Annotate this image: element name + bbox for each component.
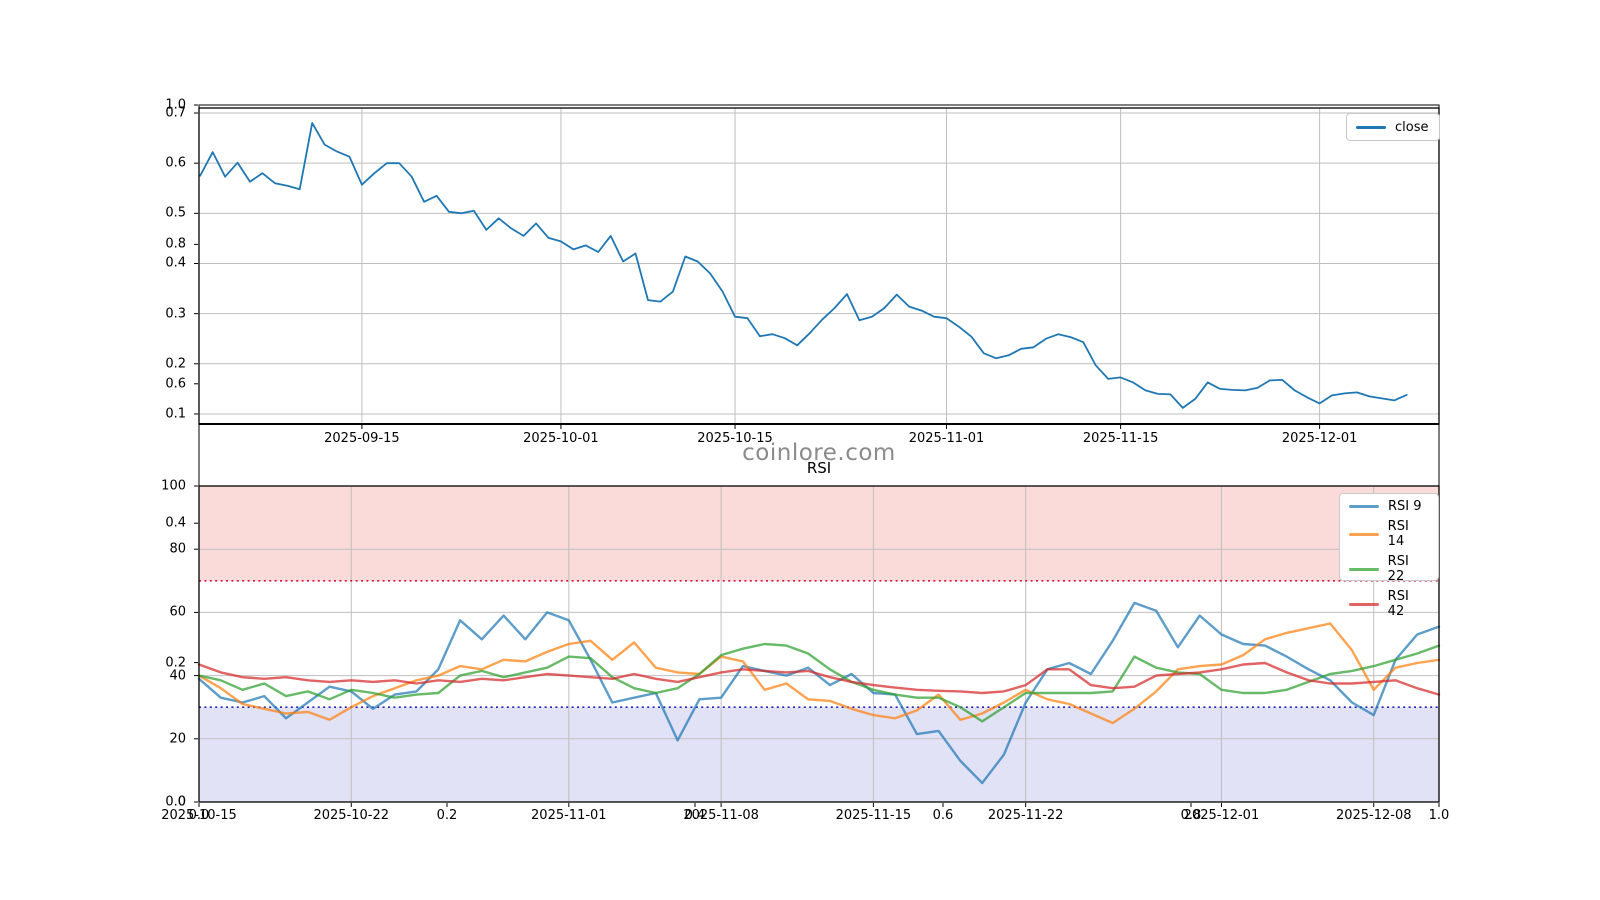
rsi-42-line <box>197 661 1441 696</box>
legend-label-close: close <box>1395 119 1429 135</box>
legend-label-rsi42: RSI 42 <box>1387 589 1409 619</box>
legend-label-rsi22: RSI 22 <box>1387 554 1409 584</box>
rsi-y-tick-label: 40 <box>169 668 186 684</box>
price-x-tick-label: 2025-10-01 <box>523 431 599 446</box>
rsi-x-tick-label: 2025-11-08 <box>683 808 759 823</box>
price-y-tick-label: 0.1 <box>165 406 186 422</box>
price-y-tick-label: 0.2 <box>165 356 186 372</box>
rsi-x-tick-label: 2025-11-22 <box>987 808 1064 823</box>
rsi-y-tick-label: 0 <box>177 794 186 810</box>
price-y-tick-label: 0.7 <box>165 105 186 121</box>
overlay-y-tick-label: 1.0 <box>165 97 186 113</box>
rsi-y-tick-label: 80 <box>169 541 186 557</box>
price-y-tick-label: 0.4 <box>165 255 186 271</box>
overlay-x-tick-label: 0.8 <box>1180 808 1202 823</box>
legend-rsi: RSI 9 RSI 14 RSI 22 RSI 42 <box>1339 493 1439 619</box>
rsi-x-tick-label: 2025-12-01 <box>1183 808 1260 823</box>
rsi-x-tick-label: 2025-11-01 <box>531 808 607 823</box>
rsi-x-tick-label: 2025-10-22 <box>313 808 390 823</box>
rsi-panel-spine <box>198 485 1440 803</box>
legend-entry-rsi22: RSI 22 <box>1349 554 1429 584</box>
overlay-y-tick-label: 0.8 <box>165 236 186 252</box>
watermark: coinlore.com <box>742 440 896 466</box>
legend-label-rsi14: RSI 14 <box>1387 519 1409 549</box>
price-y-tick-label: 0.3 <box>165 306 186 322</box>
price-y-tick-label: 0.5 <box>165 205 186 221</box>
overlay-x-tick-label: 0.2 <box>436 808 458 823</box>
close-line-sample <box>1356 125 1386 129</box>
overlay-y-tick-label: 0.6 <box>165 376 186 392</box>
legend-label-rsi9: RSI 9 <box>1388 499 1422 514</box>
price-x-tick-label: 2025-10-15 <box>697 431 773 446</box>
rsi-x-tick-label: 2025-10-15 <box>161 808 237 823</box>
overlay-x-tick-label: 0.6 <box>932 808 954 823</box>
rsi-x-tick-label: 2025-12-08 <box>1335 808 1412 823</box>
rsi42-line-sample <box>1349 602 1379 606</box>
rsi-y-tick-label: 60 <box>169 604 186 620</box>
rsi-22-line <box>197 642 1441 723</box>
legend-entry-rsi42: RSI 42 <box>1349 589 1429 619</box>
price-x-tick-label: 2025-11-01 <box>908 431 985 446</box>
rsi-panel-title: RSI <box>806 459 832 477</box>
overlay-y-tick-label: 0.4 <box>165 515 186 531</box>
rsi-x-tick-label: 2025-11-15 <box>835 808 912 823</box>
price-x-tick-label: 2025-09-15 <box>324 431 400 446</box>
rsi-9-line <box>197 601 1441 785</box>
oversold-band <box>199 707 1439 802</box>
overlay-y-tick-label: 0.0 <box>165 794 186 810</box>
legend-entry-close: close <box>1356 120 1430 135</box>
close-line <box>199 122 1408 409</box>
rsi22-line-sample <box>1349 567 1379 571</box>
price-x-tick-label: 2025-12-01 <box>1281 431 1358 446</box>
overlay-x-tick-label: 0.4 <box>684 808 706 823</box>
overlay-y-tick-label: 0.2 <box>165 655 186 671</box>
overlay-x-tick-label: 1.0 <box>1428 808 1450 823</box>
rsi-y-tick-label: 100 <box>161 478 186 494</box>
legend-close: close <box>1346 113 1440 141</box>
legend-entry-rsi14: RSI 14 <box>1349 519 1429 549</box>
rsi-14-line <box>197 622 1441 725</box>
overlay-x-tick-label: 0.0 <box>188 808 210 823</box>
price-y-tick-label: 0.6 <box>165 155 186 171</box>
rsi-y-tick-label: 20 <box>169 731 186 747</box>
legend-entry-rsi9: RSI 9 <box>1349 499 1429 514</box>
overbought-band <box>199 486 1439 581</box>
rsi14-line-sample <box>1349 532 1379 536</box>
price-panel-spine <box>198 107 1440 425</box>
price-x-tick-label: 2025-11-15 <box>1082 431 1159 446</box>
rsi9-line-sample <box>1349 505 1379 508</box>
